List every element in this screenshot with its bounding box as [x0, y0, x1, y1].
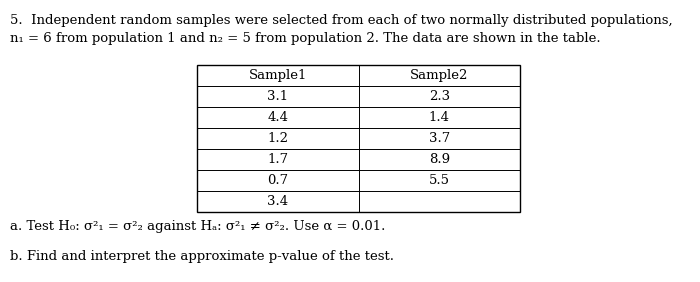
- Text: Sample1: Sample1: [248, 69, 307, 82]
- Bar: [197, 65, 520, 212]
- Text: 1.7: 1.7: [267, 153, 288, 166]
- Text: b. Find and interpret the approximate p-value of the test.: b. Find and interpret the approximate p-…: [10, 250, 394, 263]
- Text: 3.4: 3.4: [267, 195, 288, 208]
- Text: 2.3: 2.3: [428, 90, 450, 103]
- Text: 8.9: 8.9: [428, 153, 450, 166]
- Text: 4.4: 4.4: [267, 111, 288, 124]
- Text: 1.2: 1.2: [267, 132, 288, 145]
- Text: 1.4: 1.4: [428, 111, 449, 124]
- Text: 5.  Independent random samples were selected from each of two normally distribut: 5. Independent random samples were selec…: [10, 14, 673, 27]
- Text: 5.5: 5.5: [428, 174, 449, 187]
- Text: 3.1: 3.1: [267, 90, 288, 103]
- Text: Sample2: Sample2: [410, 69, 468, 82]
- Text: 0.7: 0.7: [267, 174, 288, 187]
- Text: 3.7: 3.7: [428, 132, 450, 145]
- Text: n₁ = 6 from population 1 and n₂ = 5 from population 2. The data are shown in the: n₁ = 6 from population 1 and n₂ = 5 from…: [10, 32, 601, 45]
- Text: a. Test H₀: σ²₁ = σ²₂ against Hₐ: σ²₁ ≠ σ²₂. Use α = 0.01.: a. Test H₀: σ²₁ = σ²₂ against Hₐ: σ²₁ ≠ …: [10, 220, 386, 233]
